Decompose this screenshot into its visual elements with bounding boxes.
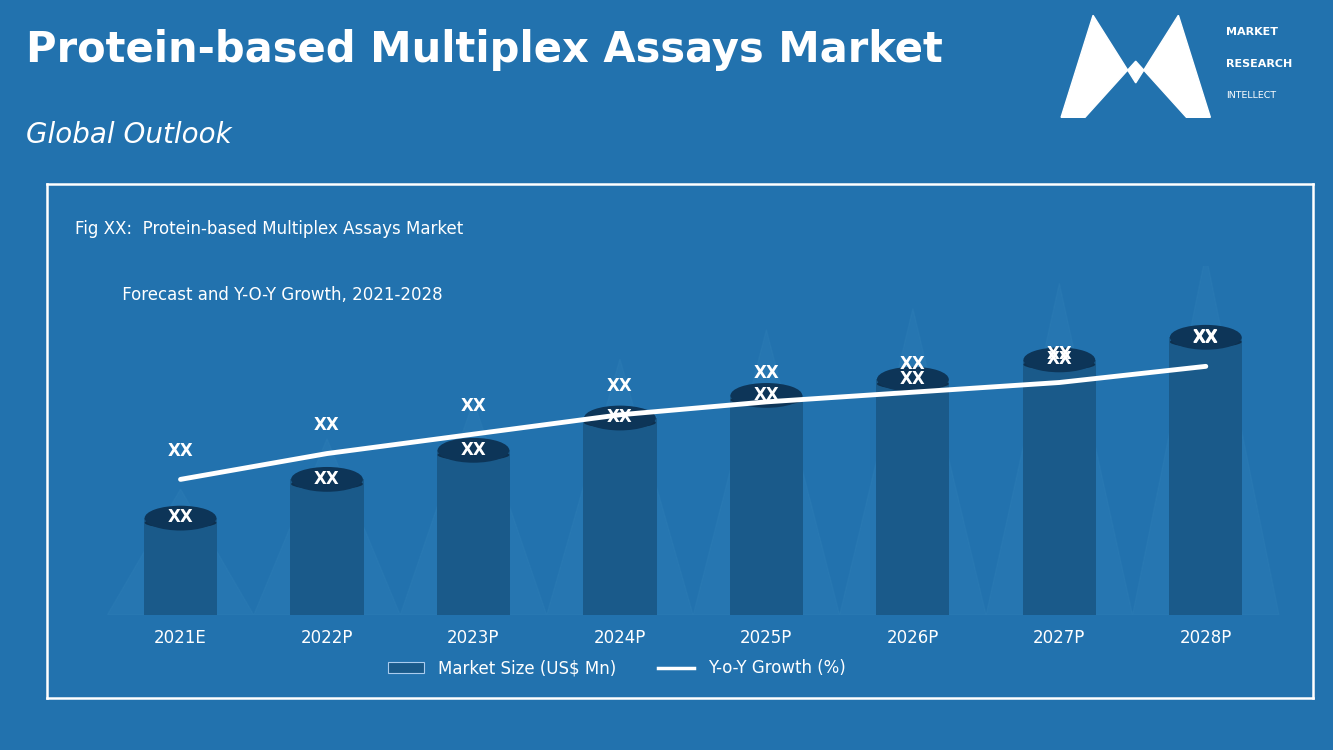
Text: XX: XX xyxy=(607,408,633,426)
Text: XX: XX xyxy=(1193,328,1218,346)
Bar xyxy=(876,380,949,615)
Ellipse shape xyxy=(730,394,802,406)
Ellipse shape xyxy=(437,449,509,460)
Bar xyxy=(437,450,511,615)
Text: XX: XX xyxy=(607,377,633,395)
Ellipse shape xyxy=(1170,325,1241,350)
Ellipse shape xyxy=(1170,337,1241,347)
Polygon shape xyxy=(986,284,1133,615)
Text: INTELLECT: INTELLECT xyxy=(1226,92,1277,100)
Text: XX: XX xyxy=(168,509,193,526)
Legend: Market Size (US$ Mn), Y-o-Y Growth (%): Market Size (US$ Mn), Y-o-Y Growth (%) xyxy=(381,652,852,684)
Text: Global Outlook: Global Outlook xyxy=(27,121,232,149)
Ellipse shape xyxy=(877,379,949,389)
Text: XX: XX xyxy=(900,370,925,388)
Text: XX: XX xyxy=(168,442,193,460)
Ellipse shape xyxy=(584,417,656,428)
Polygon shape xyxy=(547,359,693,615)
Ellipse shape xyxy=(437,438,509,463)
Bar xyxy=(1022,360,1096,615)
Text: XX: XX xyxy=(461,397,487,415)
Ellipse shape xyxy=(291,478,363,490)
Text: Fig XX:  Protein-based Multiplex Assays Market: Fig XX: Protein-based Multiplex Assays M… xyxy=(75,220,463,238)
Text: Protein-based Multiplex Assays Market: Protein-based Multiplex Assays Market xyxy=(27,29,942,71)
Polygon shape xyxy=(1133,254,1280,615)
Ellipse shape xyxy=(145,518,216,528)
Ellipse shape xyxy=(877,367,949,392)
Text: XX: XX xyxy=(461,441,487,459)
Text: XX: XX xyxy=(1046,345,1072,363)
Text: XX: XX xyxy=(900,355,925,373)
Text: Forecast and Y-O-Y Growth, 2021-2028: Forecast and Y-O-Y Growth, 2021-2028 xyxy=(75,286,443,304)
Polygon shape xyxy=(693,329,840,615)
Ellipse shape xyxy=(1024,347,1096,372)
Text: XX: XX xyxy=(753,386,780,404)
Text: XX: XX xyxy=(1193,329,1218,347)
Bar xyxy=(729,395,802,615)
Text: XX: XX xyxy=(315,470,340,488)
Ellipse shape xyxy=(145,506,216,530)
Polygon shape xyxy=(253,439,400,615)
Bar xyxy=(1169,338,1242,615)
Polygon shape xyxy=(400,401,547,615)
Ellipse shape xyxy=(1024,359,1096,370)
Bar xyxy=(144,518,217,615)
Polygon shape xyxy=(1061,15,1210,117)
Polygon shape xyxy=(840,308,986,615)
Text: XX: XX xyxy=(315,416,340,434)
Ellipse shape xyxy=(730,383,802,408)
Bar xyxy=(584,418,657,615)
Text: XX: XX xyxy=(753,364,780,382)
Text: RESEARCH: RESEARCH xyxy=(1226,58,1293,69)
Polygon shape xyxy=(107,489,253,615)
Text: XX: XX xyxy=(1046,350,1072,368)
Text: MARKET: MARKET xyxy=(1226,27,1278,37)
Ellipse shape xyxy=(584,406,656,430)
Bar xyxy=(291,479,364,615)
Ellipse shape xyxy=(291,467,363,492)
